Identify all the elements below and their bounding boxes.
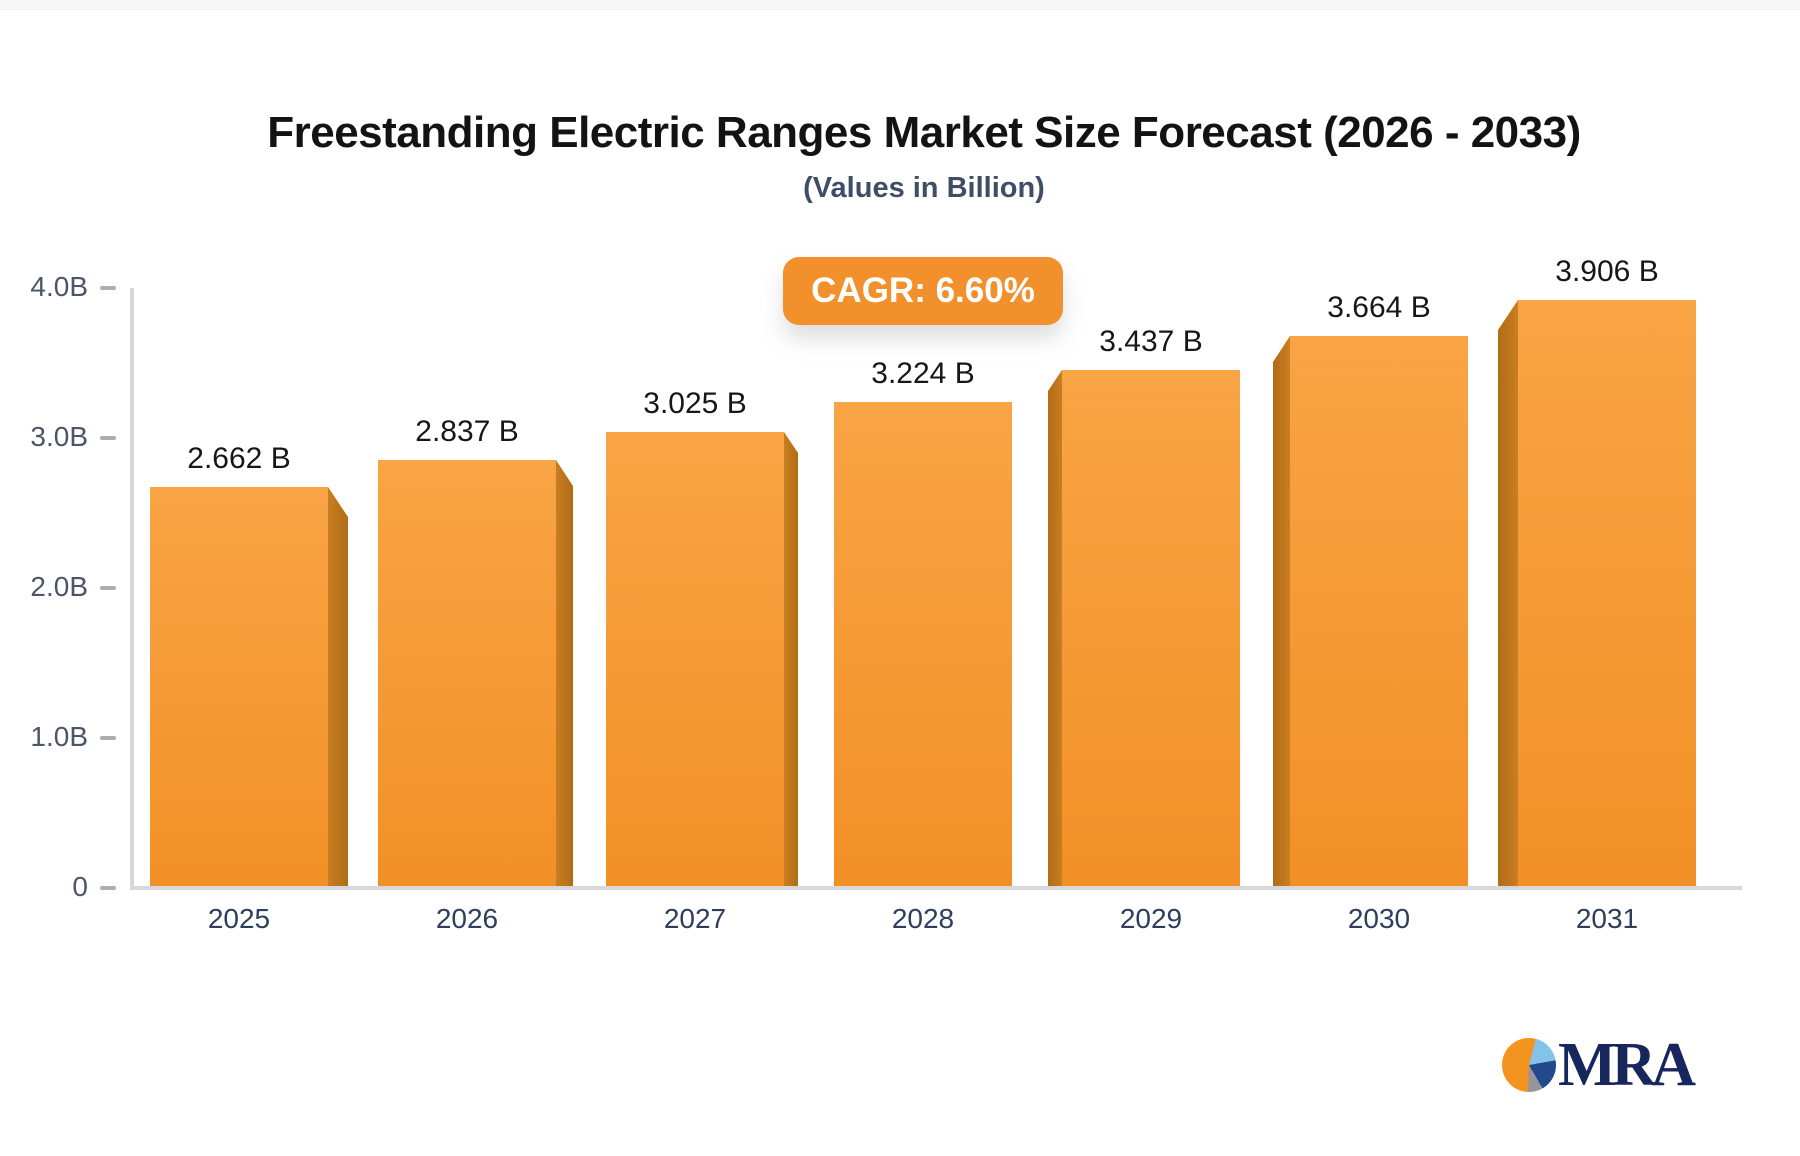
y-axis-tick xyxy=(100,286,116,290)
bar-value-label: 3.906 B xyxy=(1555,255,1659,288)
x-tick-label: 2026 xyxy=(435,903,499,934)
bar-3d-side xyxy=(1273,336,1290,886)
bar-3d-side xyxy=(1498,300,1518,886)
y-axis-tick xyxy=(100,586,116,590)
cagr-badge-label: CAGR: 6.60% xyxy=(811,271,1035,310)
bar xyxy=(1062,370,1240,886)
y-tick-label: 3.0B xyxy=(30,421,88,452)
bar-value-label: 3.025 B xyxy=(643,387,747,420)
y-axis-tick xyxy=(100,736,116,740)
cagr-badge: CAGR: 6.60% xyxy=(783,257,1063,325)
x-tick-label: 2027 xyxy=(663,903,727,934)
y-axis-tick xyxy=(100,436,116,440)
brand-logo: MRA xyxy=(1502,1031,1696,1099)
bar xyxy=(378,460,556,886)
bar-value-label: 2.662 B xyxy=(187,442,291,475)
y-tick-label: 4.0B xyxy=(30,271,88,302)
bar xyxy=(150,487,328,886)
y-axis-tick xyxy=(100,886,116,890)
x-tick-label: 2029 xyxy=(1119,903,1183,934)
bar xyxy=(1290,336,1468,886)
chart-subtitle: (Values in Billion) xyxy=(803,172,1045,204)
x-tick-label: 2031 xyxy=(1575,903,1639,934)
chart-title: Freestanding Electric Ranges Market Size… xyxy=(267,108,1581,157)
x-tick-label: 2030 xyxy=(1347,903,1411,934)
bar-value-label: 3.664 B xyxy=(1327,291,1431,324)
y-axis-line xyxy=(130,288,134,888)
x-axis-line xyxy=(130,886,1742,890)
y-tick-label: 1.0B xyxy=(30,721,88,752)
bar-3d-side xyxy=(1048,370,1062,886)
y-tick-label: 0 xyxy=(72,871,88,902)
bar-3d-side xyxy=(328,487,348,886)
bar-value-label: 3.224 B xyxy=(871,357,975,390)
bar-3d-side xyxy=(784,432,798,886)
bar xyxy=(834,402,1012,886)
bar-3d-side xyxy=(556,460,573,886)
x-tick-label: 2028 xyxy=(891,903,955,934)
brand-logo-text: MRA xyxy=(1558,1031,1696,1099)
y-tick-label: 2.0B xyxy=(30,571,88,602)
bar xyxy=(1518,300,1696,886)
bar-value-label: 3.437 B xyxy=(1099,325,1203,358)
x-tick-label: 2025 xyxy=(207,903,271,934)
pie-chart-logo-icon xyxy=(1502,1038,1556,1092)
bar-value-label: 2.837 B xyxy=(415,415,519,448)
top-edge-strip xyxy=(0,0,1800,10)
bar xyxy=(606,432,784,886)
